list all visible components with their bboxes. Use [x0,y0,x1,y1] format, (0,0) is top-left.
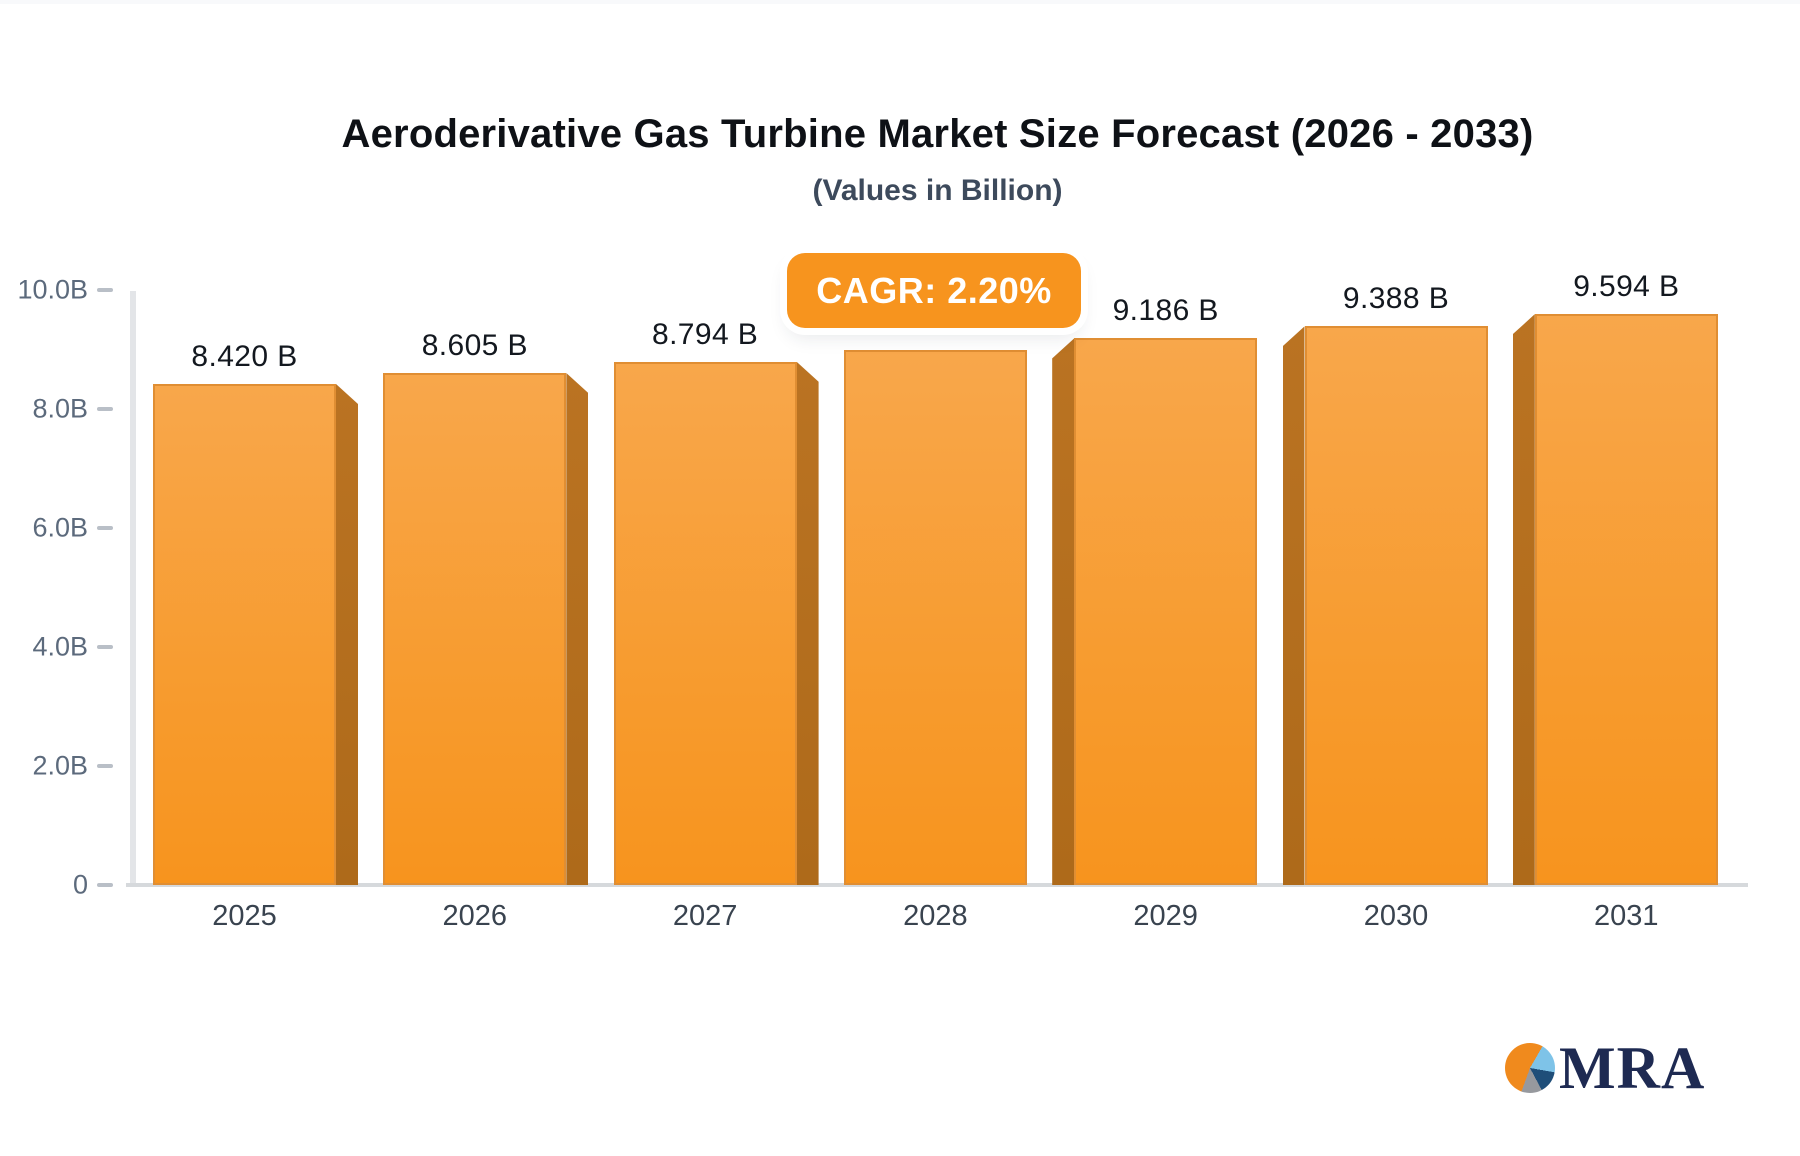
x-axis-label: 2027 [672,900,738,932]
y-axis-tick-label: 6.0B [32,512,88,543]
y-axis-tick-label: 4.0B [32,631,88,662]
cagr-badge: CAGR: 2.20% [787,253,1081,328]
pie-chart-logo-icon [1505,1043,1555,1093]
y-axis-tick-dash [97,645,113,649]
bar-side-face [1052,338,1075,885]
y-axis-tick-label: 8.0B [32,393,88,424]
y-axis-line [130,291,136,885]
x-axis-label: 2030 [1363,900,1429,932]
bar-main-face [1304,326,1488,885]
x-axis-label: 2029 [1133,900,1198,932]
x-axis-label: 2028 [903,900,968,932]
y-axis-tick-label: 10.0B [17,274,88,305]
bar-side-face [566,373,589,885]
x-axis-baseline [126,883,1748,887]
x-axis-label: 2031 [1594,900,1659,932]
bar-side-face [796,361,819,885]
bar-main-face [843,350,1027,885]
bar-main-face [1074,338,1258,885]
bar-side-face [1282,326,1305,885]
x-axis-label: 2025 [212,900,277,932]
bar-value-label: 8.420 B [191,340,298,373]
brand-logo: MRA [1505,1035,1706,1101]
bar-value-label: 8.605 B [421,329,528,362]
chart-subtitle: (Values in Billion) [812,174,1063,207]
bar-main-face [153,384,336,885]
y-axis-tick-dash [97,288,113,292]
page-top-border [0,0,1800,4]
y-axis-tick-dash [97,883,113,887]
chart-title: Aeroderivative Gas Turbine Market Size F… [341,112,1534,156]
bar-side-face [1512,314,1535,885]
bar-main-face [613,361,797,885]
bar-side-face [336,384,358,885]
bar-value-label: 9.388 B [1342,282,1450,316]
y-axis-tick-dash [97,764,113,768]
x-axis-label: 2026 [442,900,508,932]
y-axis-tick-dash [97,526,113,530]
bar-main-face [383,373,567,885]
cagr-badge-label: CAGR: 2.20% [816,269,1052,311]
bar-value-label: 9.594 B [1573,270,1680,304]
bar-main-face [1534,314,1718,885]
bar-value-label: 8.794 B [651,317,759,351]
bar-value-label: 9.186 B [1112,294,1219,328]
y-axis-tick-dash [97,407,113,411]
brand-logo-text: MRA [1559,1035,1706,1101]
y-axis-tick-label: 0 [72,869,88,900]
y-axis-tick-label: 2.0B [32,750,88,781]
